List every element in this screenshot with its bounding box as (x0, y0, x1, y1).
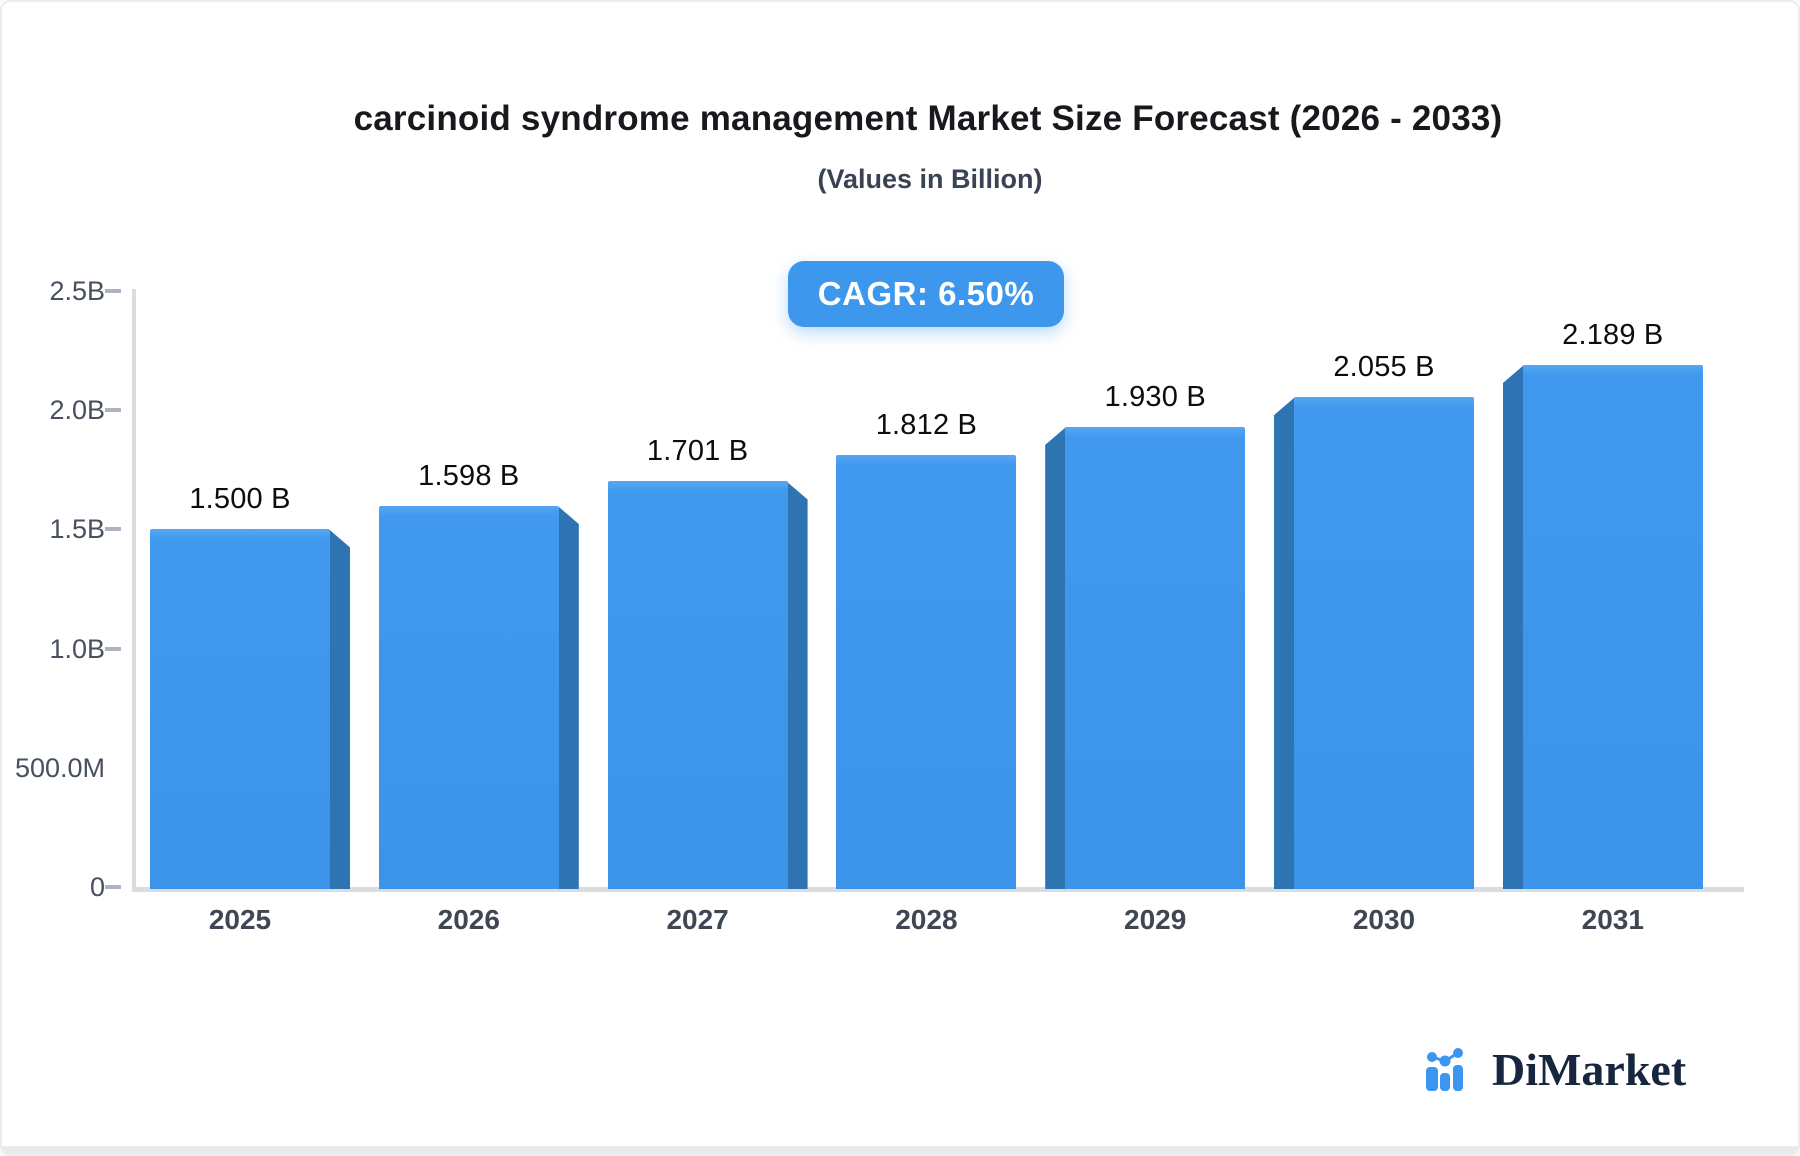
y-tick-label: 0 (89, 872, 105, 902)
bar-3d-side (1045, 426, 1067, 889)
bar-value-label: 1.812 B (875, 409, 978, 442)
y-tick-label: 1.0B (49, 633, 105, 664)
chart-subtitle: (Values in Billion) (817, 164, 1043, 194)
bar[interactable] (378, 506, 559, 889)
x-tick-label: 2025 (208, 904, 272, 935)
chart-title: carcinoid syndrome management Market Siz… (353, 99, 1503, 138)
y-axis-line (132, 289, 136, 891)
y-tick-label: 1.5B (49, 514, 105, 545)
bar-value-label: 2.055 B (1333, 351, 1435, 384)
brand-logo-text: DiMarket (1492, 1044, 1687, 1095)
bar-3d-side (1502, 365, 1524, 889)
x-tick-label: 2028 (895, 904, 958, 935)
y-tick-label: 2.5B (49, 276, 105, 306)
y-tick-dash (105, 408, 121, 413)
cagr-badge: CAGR: 6.50% (788, 261, 1064, 327)
bar-3d-side (786, 481, 808, 889)
bar-value-label: 2.189 B (1562, 319, 1664, 352)
y-tick-dash (105, 885, 121, 889)
y-tick-dash (105, 646, 121, 651)
mini-bar-line-chart-icon (1426, 1048, 1463, 1091)
bar[interactable] (150, 529, 330, 889)
bar-3d-side (1274, 397, 1295, 889)
bar-3d-side (329, 529, 350, 889)
x-axis-line (132, 887, 1744, 892)
y-tick-label: 500.0M (14, 752, 105, 783)
cagr-badge-label: CAGR: 6.50% (817, 275, 1035, 312)
bar[interactable] (1522, 365, 1703, 889)
x-tick-label: 2029 (1124, 904, 1187, 935)
x-tick-label: 2027 (666, 904, 729, 935)
bar-value-label: 1.930 B (1104, 380, 1206, 413)
y-tick-dash (105, 527, 121, 532)
bar[interactable] (1065, 426, 1246, 889)
bar[interactable] (1294, 397, 1474, 889)
bar-3d-side (557, 506, 579, 889)
y-tick-dash (105, 289, 121, 293)
x-tick-label: 2030 (1352, 904, 1416, 935)
bar[interactable] (607, 481, 788, 889)
bar-value-label: 1.500 B (189, 483, 291, 516)
y-tick-label: 2.0B (49, 395, 105, 426)
card-bottom-edge (2, 1146, 1798, 1154)
bar[interactable] (836, 455, 1017, 889)
bar-value-label: 1.701 B (646, 435, 749, 468)
bar-value-label: 1.598 B (418, 460, 520, 493)
x-tick-label: 2031 (1581, 904, 1644, 935)
brand-logo: DiMarket (1424, 1046, 1686, 1098)
x-tick-label: 2026 (437, 904, 500, 935)
